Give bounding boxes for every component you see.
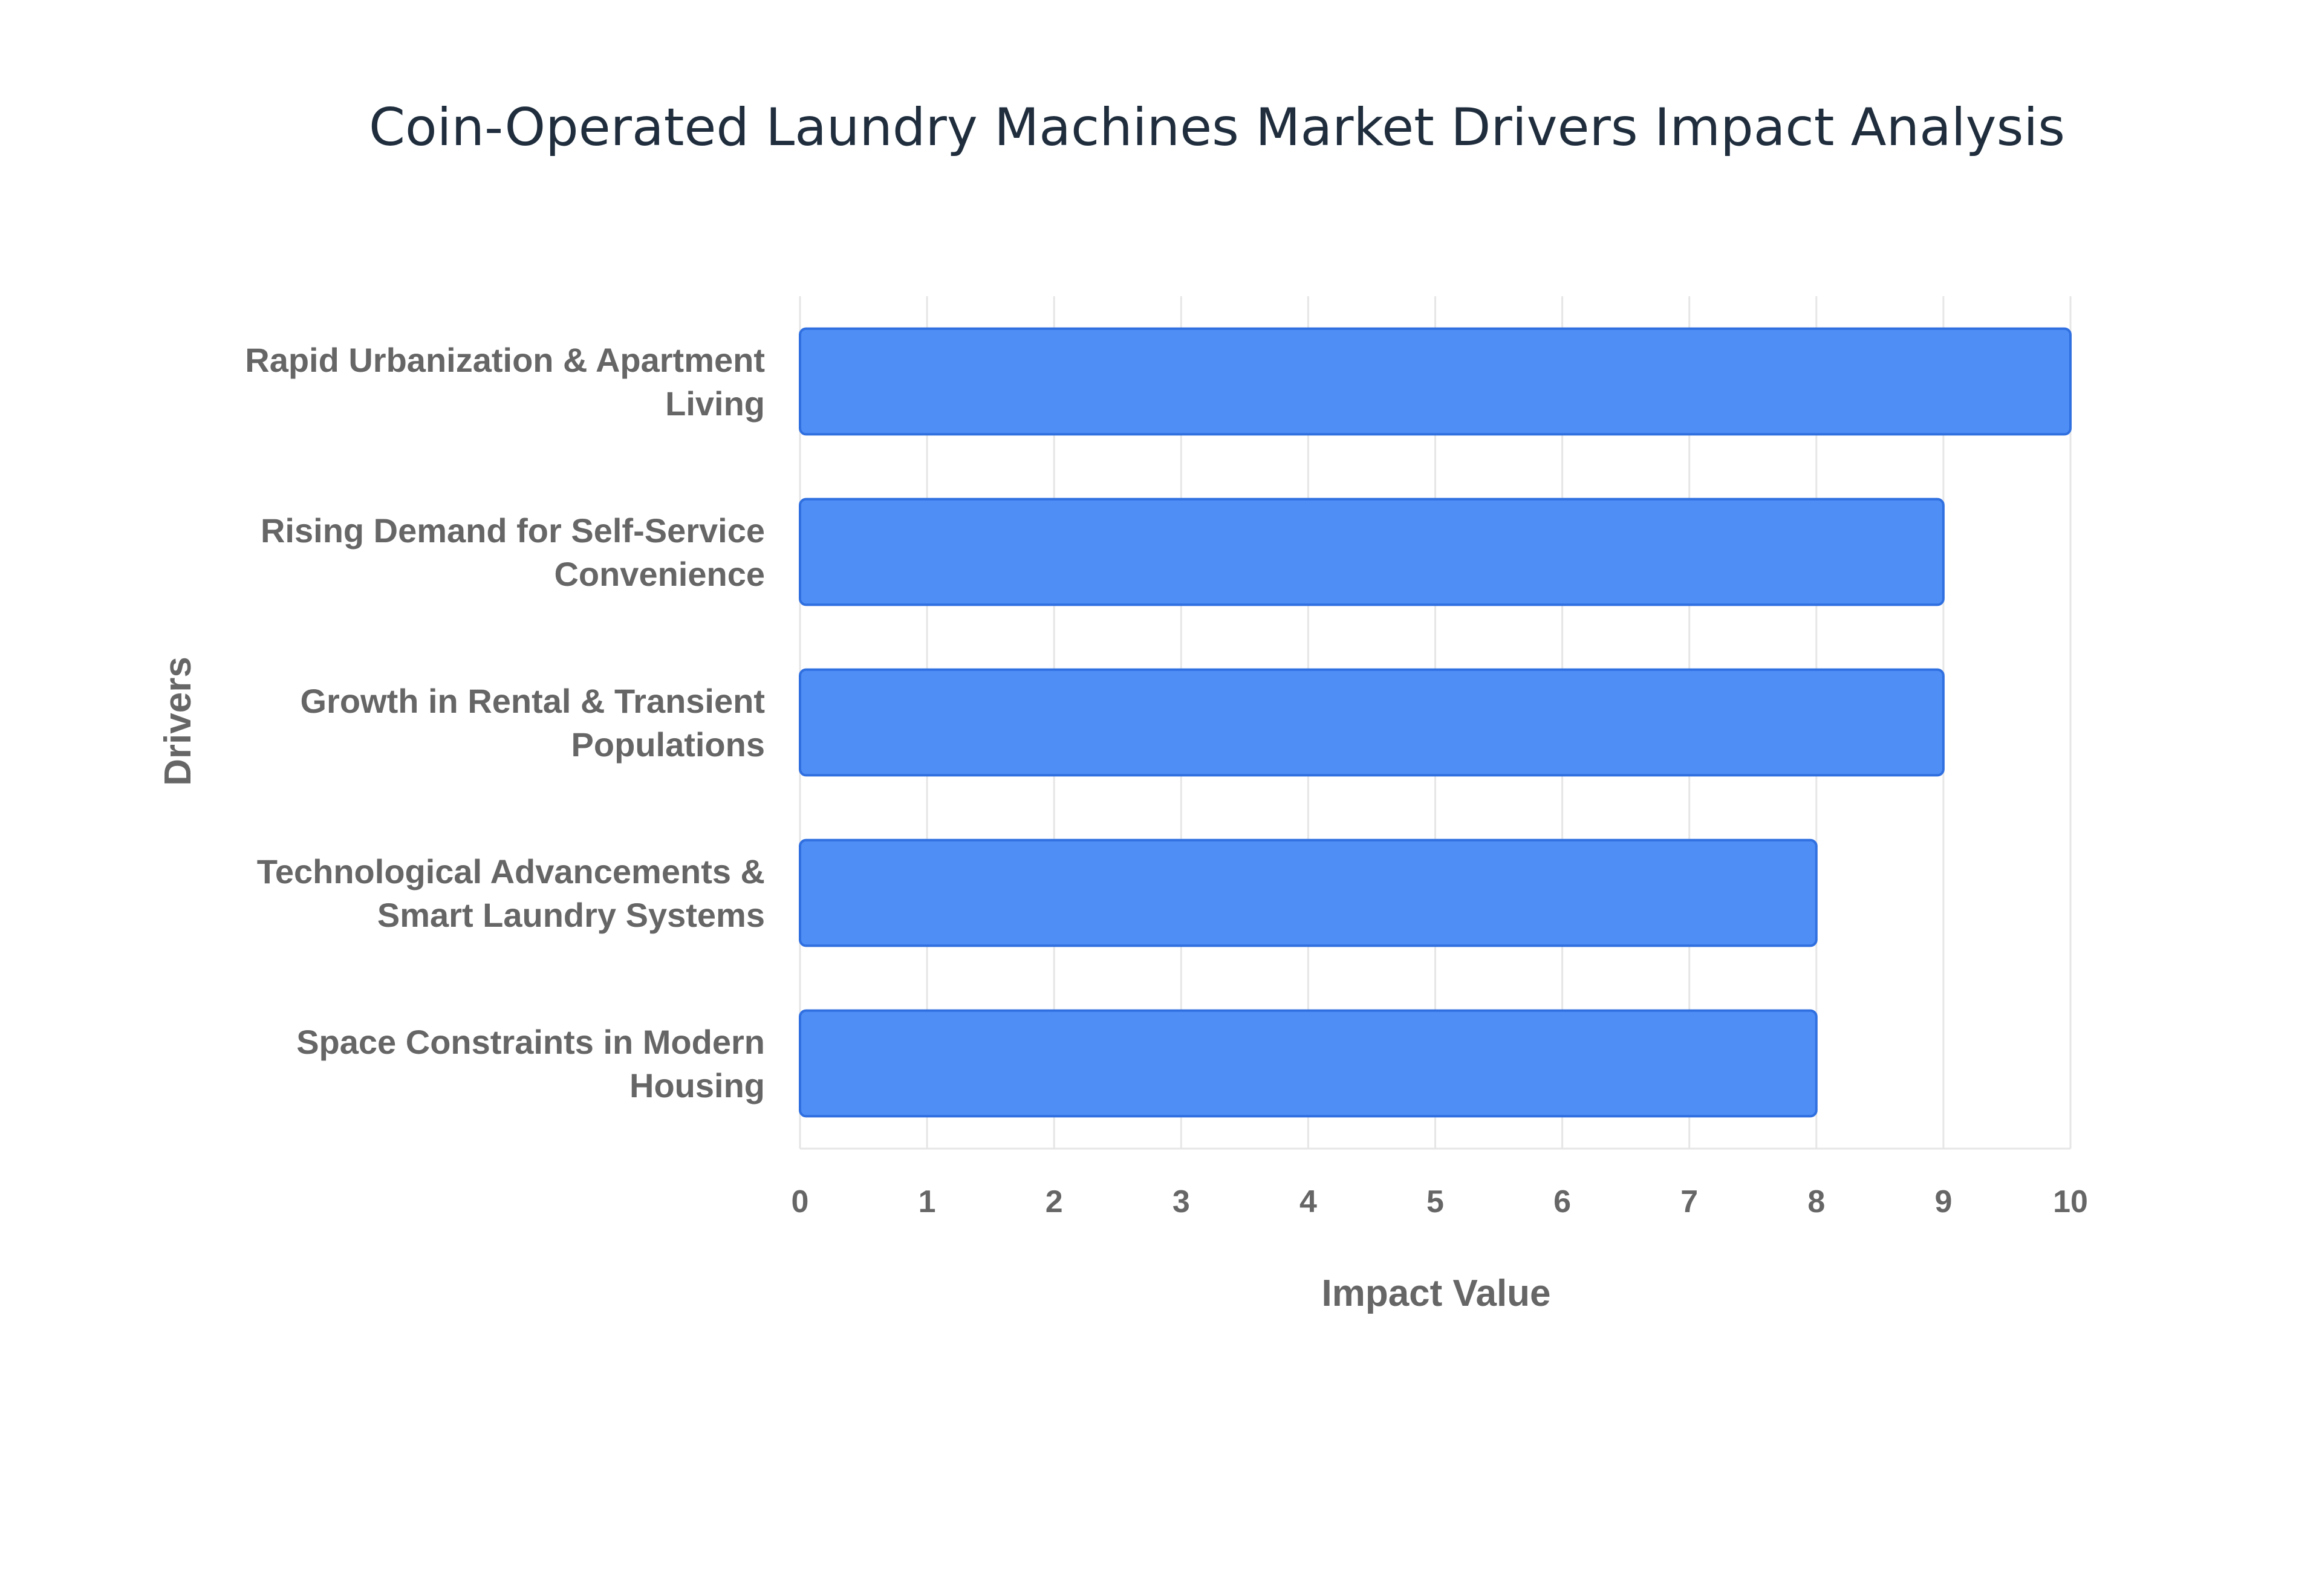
x-tick-label-9: 9 bbox=[1934, 1184, 1952, 1219]
x-tick-label-6: 6 bbox=[1553, 1184, 1571, 1219]
category-label-4-line-1: Housing bbox=[629, 1066, 765, 1105]
y-axis-title: Drivers bbox=[157, 657, 199, 786]
chart-title: Coin-Operated Laundry Machines Market Dr… bbox=[369, 97, 2065, 158]
category-label-2-line-1: Populations bbox=[571, 725, 765, 764]
x-tick-label-10: 10 bbox=[2053, 1184, 2088, 1219]
bar-3 bbox=[799, 839, 1818, 947]
category-label-2-line-0: Growth in Rental & Transient bbox=[300, 682, 765, 720]
bar-2 bbox=[799, 668, 1945, 777]
x-tick-label-7: 7 bbox=[1680, 1184, 1698, 1219]
bar-1 bbox=[799, 498, 1945, 606]
category-label-0-line-1: Living bbox=[665, 384, 765, 423]
category-label-4-line-0: Space Constraints in Modern bbox=[296, 1023, 765, 1061]
x-tick-label-3: 3 bbox=[1172, 1184, 1190, 1219]
x-tick-label-2: 2 bbox=[1046, 1184, 1063, 1219]
x-tick-label-8: 8 bbox=[1807, 1184, 1825, 1219]
x-tick-label-0: 0 bbox=[792, 1184, 809, 1219]
x-axis-title: Impact Value bbox=[1321, 1273, 1550, 1314]
x-tick-label-5: 5 bbox=[1426, 1184, 1444, 1219]
category-label-3-line-0: Technological Advancements & bbox=[257, 852, 765, 890]
x-tick-labels: 0 1 2 3 4 5 6 7 8 9 10 bbox=[792, 1184, 2088, 1219]
category-label-3-line-1: Smart Laundry Systems bbox=[377, 896, 765, 934]
category-label-0-line-0: Rapid Urbanization & Apartment bbox=[245, 341, 765, 379]
x-tick-label-1: 1 bbox=[919, 1184, 936, 1219]
bar-0 bbox=[799, 327, 2072, 436]
bars bbox=[799, 327, 2072, 1118]
x-tick-label-4: 4 bbox=[1299, 1184, 1317, 1219]
category-label-1-line-1: Convenience bbox=[554, 555, 765, 593]
bar-4 bbox=[799, 1009, 1818, 1118]
category-label-1-line-0: Rising Demand for Self-Service bbox=[261, 511, 765, 550]
category-labels: Rapid Urbanization & Apartment Living Risi… bbox=[245, 341, 765, 1105]
